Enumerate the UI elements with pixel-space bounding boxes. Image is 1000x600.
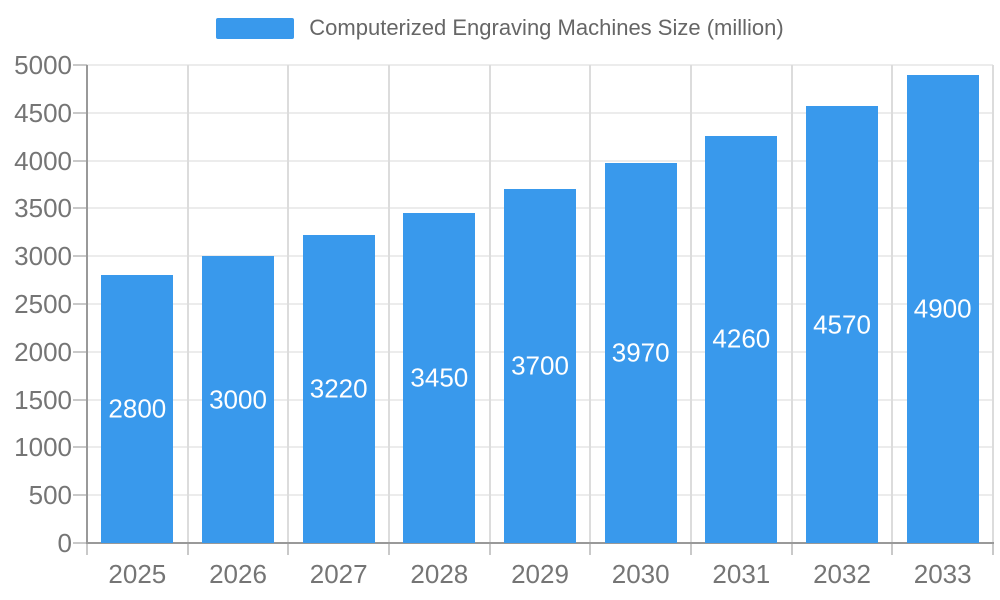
- y-tick-label: 3500: [14, 193, 72, 224]
- y-tick-label: 500: [28, 480, 72, 511]
- x-axis-tick: [287, 543, 290, 555]
- bar: [101, 275, 174, 543]
- y-axis-tick: [73, 111, 87, 114]
- bar-value-label: 3450: [410, 362, 469, 393]
- x-tick-label: 2025: [108, 559, 167, 589]
- x-tick-label: 2032: [813, 559, 871, 589]
- bar: [302, 235, 375, 543]
- y-tick-label: 2500: [14, 289, 72, 319]
- bar: [906, 74, 979, 543]
- x-tick-label: 2029: [511, 559, 569, 589]
- x-tick-label: 2026: [209, 559, 267, 589]
- bar-value-label: 4900: [913, 293, 972, 324]
- bar: [705, 135, 778, 543]
- chart-title: Computerized Engraving Machines Size (mi…: [309, 15, 784, 40]
- x-axis-tick: [790, 543, 793, 555]
- h-gridline: [87, 64, 993, 66]
- bar-value-label: 3700: [511, 350, 569, 381]
- y-tick-label: 2000: [14, 336, 72, 367]
- v-gridline: [287, 65, 290, 543]
- x-axis-tick: [589, 543, 592, 555]
- y-tick-label: 1500: [14, 384, 72, 415]
- x-axis-tick: [690, 543, 692, 555]
- x-tick-label: 2027: [309, 559, 368, 589]
- x-axis-line: [86, 542, 994, 544]
- y-tick-label: 3000: [14, 241, 72, 272]
- y-tick-label: 4000: [14, 145, 72, 176]
- y-tick-label: 4500: [14, 97, 72, 128]
- bar-value-label: 3000: [209, 384, 267, 415]
- x-axis-tick: [388, 543, 390, 555]
- x-tick-label: 2033: [913, 559, 972, 589]
- y-axis-tick: [73, 398, 87, 401]
- bar: [604, 163, 677, 543]
- y-axis-tick: [73, 207, 87, 210]
- y-axis-tick: [73, 494, 87, 497]
- x-axis-tick: [186, 543, 189, 555]
- x-axis-tick: [86, 543, 88, 555]
- x-axis-tick: [891, 543, 894, 555]
- x-tick-label: 2030: [611, 559, 670, 589]
- y-axis-line: [86, 65, 88, 543]
- y-tick-label: 5000: [14, 50, 72, 80]
- legend-swatch: [216, 17, 295, 39]
- y-axis-tick: [73, 159, 87, 162]
- y-axis-tick: [73, 542, 87, 544]
- bar: [504, 189, 576, 543]
- bar-value-label: 3970: [611, 337, 670, 368]
- v-gridline: [992, 65, 994, 543]
- bar: [403, 213, 476, 543]
- v-gridline: [790, 65, 793, 543]
- x-tick-label: 2028: [410, 559, 469, 589]
- bar-value-label: 4260: [712, 323, 771, 354]
- y-tick-label: 0: [57, 528, 72, 558]
- y-axis-tick: [73, 64, 87, 66]
- v-gridline: [388, 65, 390, 543]
- x-axis-tick: [488, 543, 491, 555]
- h-gridline: [87, 111, 993, 114]
- y-axis-tick: [73, 303, 87, 305]
- bar: [806, 106, 878, 543]
- y-axis-tick: [73, 350, 87, 353]
- v-gridline: [690, 65, 692, 543]
- x-axis-tick: [992, 543, 994, 555]
- y-tick-label: 1000: [14, 432, 72, 463]
- y-axis-tick: [73, 446, 87, 449]
- v-gridline: [589, 65, 592, 543]
- chart-legend: Computerized Engraving Machines Size (mi…: [0, 16, 1000, 40]
- y-axis-tick: [73, 255, 87, 258]
- v-gridline: [891, 65, 894, 543]
- x-tick-label: 2031: [712, 559, 771, 589]
- v-gridline: [488, 65, 491, 543]
- bar-value-label: 3220: [309, 373, 368, 404]
- v-gridline: [186, 65, 189, 543]
- bar-value-label: 4570: [813, 309, 871, 340]
- bar: [202, 256, 274, 543]
- h-gridline: [87, 159, 993, 162]
- bar-value-label: 2800: [108, 393, 167, 424]
